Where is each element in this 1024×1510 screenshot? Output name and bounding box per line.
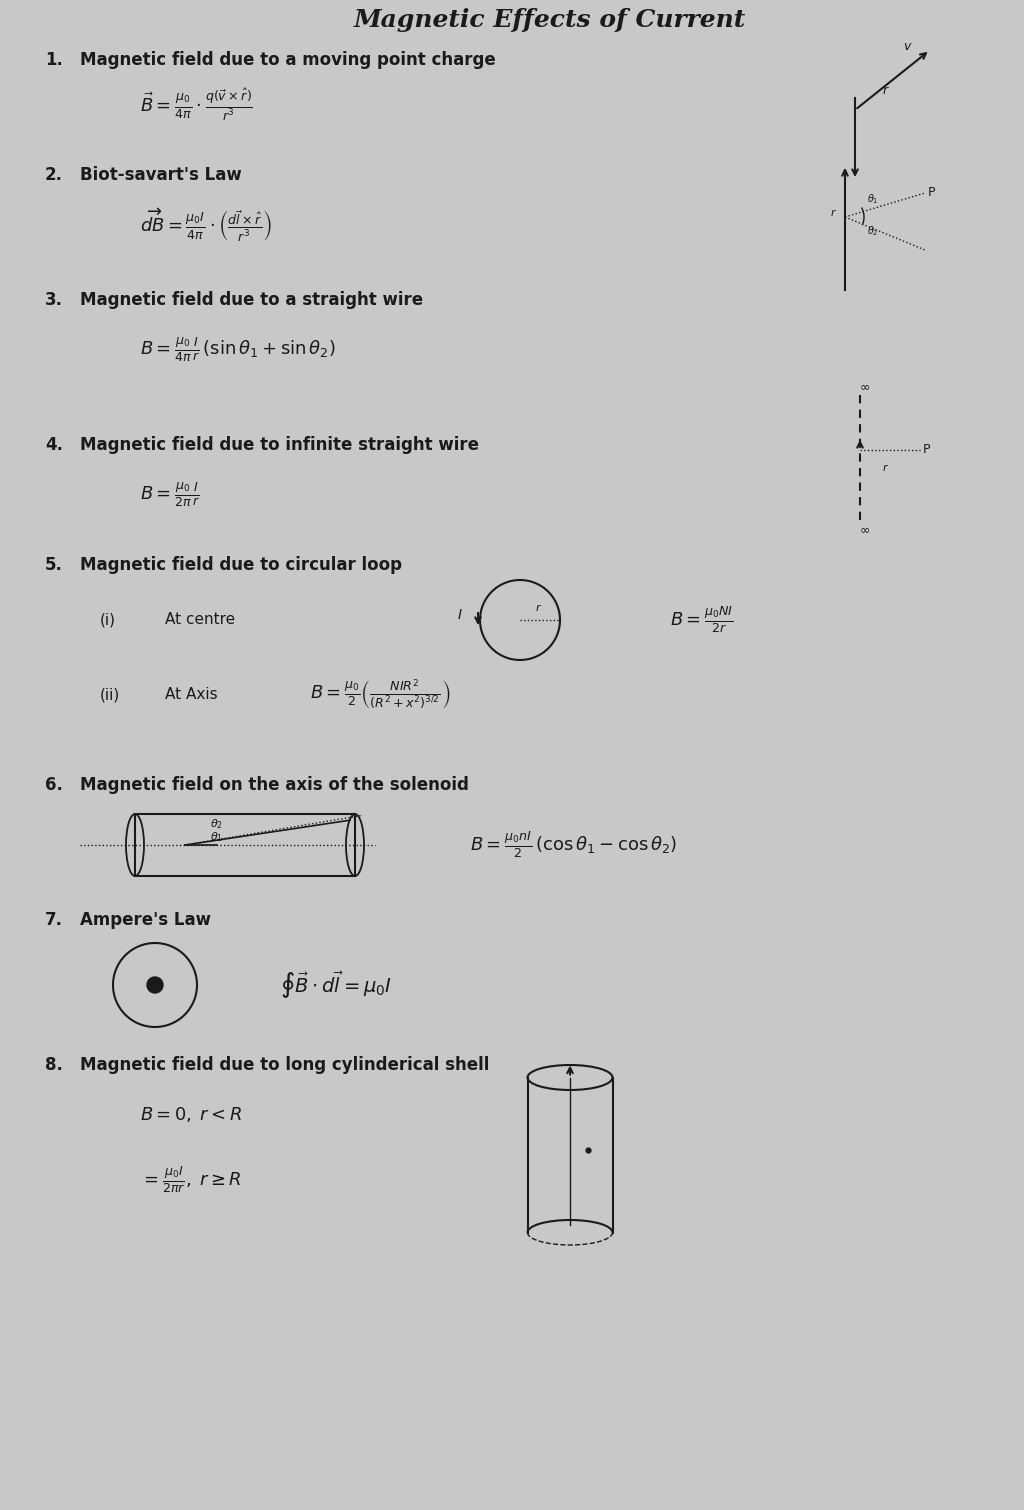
Text: Ampere's Law: Ampere's Law — [80, 911, 211, 929]
Text: Magnetic field due to long cylinderical shell: Magnetic field due to long cylinderical … — [80, 1055, 489, 1074]
Text: $\theta_2$: $\theta_2$ — [210, 817, 223, 831]
Text: 8.: 8. — [45, 1055, 62, 1074]
Text: $= \frac{\mu_0 I}{2\pi r},\; r \geq R$: $= \frac{\mu_0 I}{2\pi r},\; r \geq R$ — [140, 1164, 242, 1196]
Text: $B = \frac{\mu_0 NI}{2r}$: $B = \frac{\mu_0 NI}{2r}$ — [670, 604, 733, 636]
Circle shape — [147, 977, 163, 994]
Text: I: I — [458, 609, 462, 622]
Text: 1.: 1. — [45, 51, 62, 69]
Text: Magnetic field due to a moving point charge: Magnetic field due to a moving point cha… — [80, 51, 496, 69]
Bar — [135, 814, 355, 876]
Text: 5.: 5. — [45, 556, 62, 574]
Text: $B = 0,\; r < R$: $B = 0,\; r < R$ — [140, 1105, 243, 1125]
Text: $\oint \vec{B}\cdot d\vec{l} = \mu_0 I$: $\oint \vec{B}\cdot d\vec{l} = \mu_0 I$ — [280, 969, 392, 1001]
Text: r: r — [536, 602, 541, 613]
Text: $\overrightarrow{dB} = \frac{\mu_0 I}{4\pi} \cdot \left(\frac{d\vec{l} \times \h: $\overrightarrow{dB} = \frac{\mu_0 I}{4\… — [140, 207, 271, 243]
Text: $B = \frac{\mu_0 nI}{2}\,(\cos\theta_1 - \cos\theta_2)$: $B = \frac{\mu_0 nI}{2}\,(\cos\theta_1 -… — [470, 829, 677, 861]
Text: $B = \frac{\mu_0}{2}\left(\frac{NIR^2}{(R^2+x^2)^{3/2}}\right)$: $B = \frac{\mu_0}{2}\left(\frac{NIR^2}{(… — [310, 678, 451, 713]
Text: r: r — [830, 208, 835, 217]
Text: r: r — [883, 85, 888, 97]
Text: P: P — [923, 444, 931, 456]
Text: Magnetic field due to a straight wire: Magnetic field due to a straight wire — [80, 291, 423, 310]
Text: $B = \frac{\mu_0}{2\pi} \frac{I}{r}$: $B = \frac{\mu_0}{2\pi} \frac{I}{r}$ — [140, 480, 200, 509]
Text: 6.: 6. — [45, 776, 62, 794]
Text: P: P — [928, 187, 936, 199]
Text: $\vec{B} = \frac{\mu_0}{4\pi} \cdot \frac{q(\vec{v} \times \hat{r})}{r^3}$: $\vec{B} = \frac{\mu_0}{4\pi} \cdot \fra… — [140, 86, 253, 124]
Text: 4.: 4. — [45, 436, 63, 455]
Text: $B = \frac{\mu_0}{4\pi} \frac{I}{r}\,(\sin\theta_1 + \sin\theta_2)$: $B = \frac{\mu_0}{4\pi} \frac{I}{r}\,(\s… — [140, 335, 336, 364]
Text: v: v — [903, 39, 910, 53]
Text: (i): (i) — [100, 613, 116, 628]
Text: Magnetic field on the axis of the solenoid: Magnetic field on the axis of the soleno… — [80, 776, 469, 794]
Text: 2.: 2. — [45, 166, 63, 184]
Text: Magnetic field due to infinite straight wire: Magnetic field due to infinite straight … — [80, 436, 479, 455]
Text: Magnetic field due to circular loop: Magnetic field due to circular loop — [80, 556, 402, 574]
Text: 7.: 7. — [45, 911, 63, 929]
Text: $\infty$: $\infty$ — [859, 381, 870, 393]
Text: $\infty$: $\infty$ — [859, 522, 870, 536]
Text: Magnetic Effects of Current: Magnetic Effects of Current — [354, 8, 746, 32]
Text: $\theta_1$: $\theta_1$ — [210, 831, 223, 844]
Text: 3.: 3. — [45, 291, 63, 310]
Text: $\theta_1$: $\theta_1$ — [867, 192, 879, 205]
Text: $\theta_2$: $\theta_2$ — [867, 223, 879, 239]
Text: At centre: At centre — [165, 613, 236, 628]
Text: (ii): (ii) — [100, 687, 120, 702]
Text: r: r — [883, 464, 888, 473]
Text: At Axis: At Axis — [165, 687, 218, 702]
Text: Biot-savart's Law: Biot-savart's Law — [80, 166, 242, 184]
